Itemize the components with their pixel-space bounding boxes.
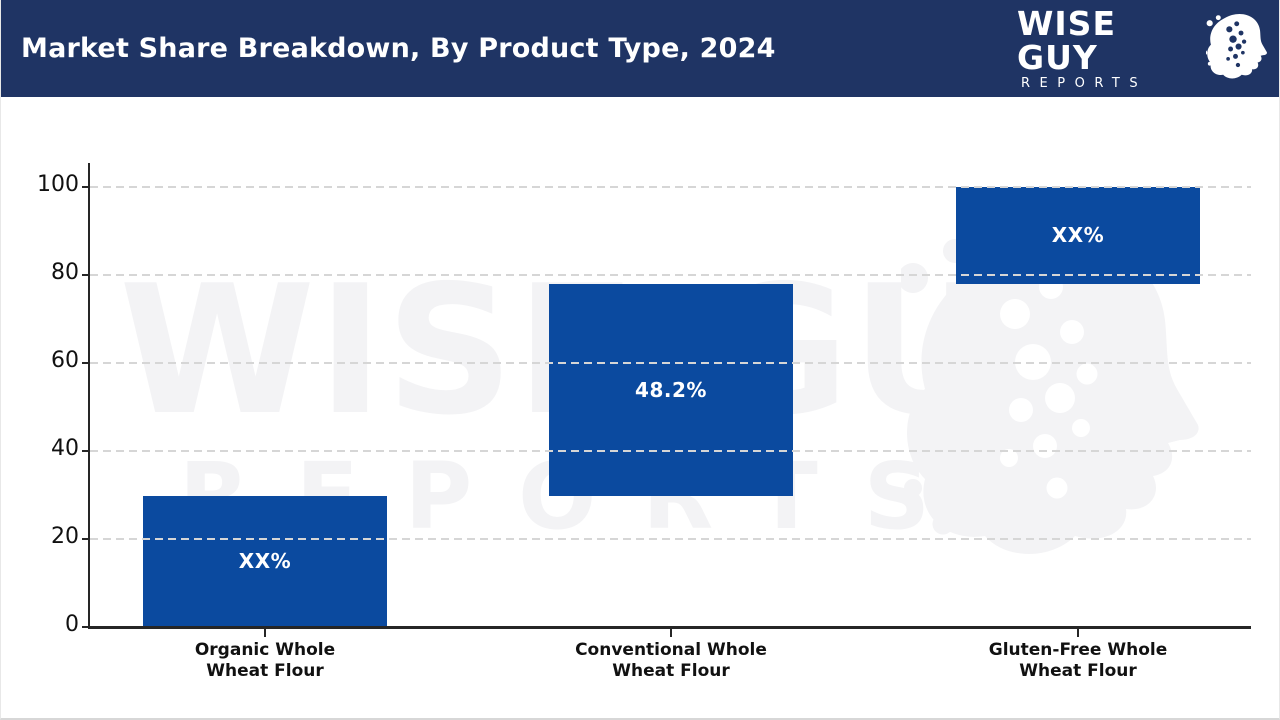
bar-value-label: XX% [238,549,292,574]
bar: XX% [143,495,387,627]
y-tick-mark [82,362,90,364]
y-tick-mark [82,274,90,276]
gridline [90,362,1251,364]
gridline [90,186,1251,188]
y-tick-mark [82,186,90,188]
y-tick-label: 20 [51,524,79,549]
y-tick-label: 0 [65,612,79,637]
head-profile-icon [1205,13,1267,79]
brand-logo: WISE GUY REPORTS [1017,6,1267,92]
y-tick-mark [82,538,90,540]
brand-name: WISE GUY [1017,4,1116,77]
page-title: Market Share Breakdown, By Product Type,… [21,33,776,64]
y-axis-line [88,163,90,629]
x-axis-category-label: Gluten-Free Whole Wheat Flour [988,640,1168,681]
x-axis-line [88,626,1251,629]
x-tick-mark [1077,629,1079,637]
y-tick-label: 60 [51,348,79,373]
x-tick-mark [670,629,672,637]
y-tick-label: 100 [37,172,79,197]
header-band: Market Share Breakdown, By Product Type,… [1,0,1279,97]
gridline [90,538,1251,540]
y-tick-mark [82,626,90,628]
bar: 48.2% [549,283,793,496]
bar: XX% [956,187,1200,284]
brand-logo-text: WISE GUY REPORTS [1017,4,1202,92]
gridline [90,274,1251,276]
x-axis-category-label: Conventional Whole Wheat Flour [575,640,767,681]
x-tick-mark [264,629,266,637]
y-tick-label: 80 [51,260,79,285]
y-tick-label: 40 [51,436,79,461]
bar-value-label: XX% [1051,223,1105,248]
brand-subtitle: REPORTS [1021,76,1148,91]
x-axis-category-label: Organic Whole Wheat Flour [194,640,336,681]
bar-value-label: 48.2% [635,377,707,402]
gridline [90,450,1251,452]
y-tick-mark [82,450,90,452]
